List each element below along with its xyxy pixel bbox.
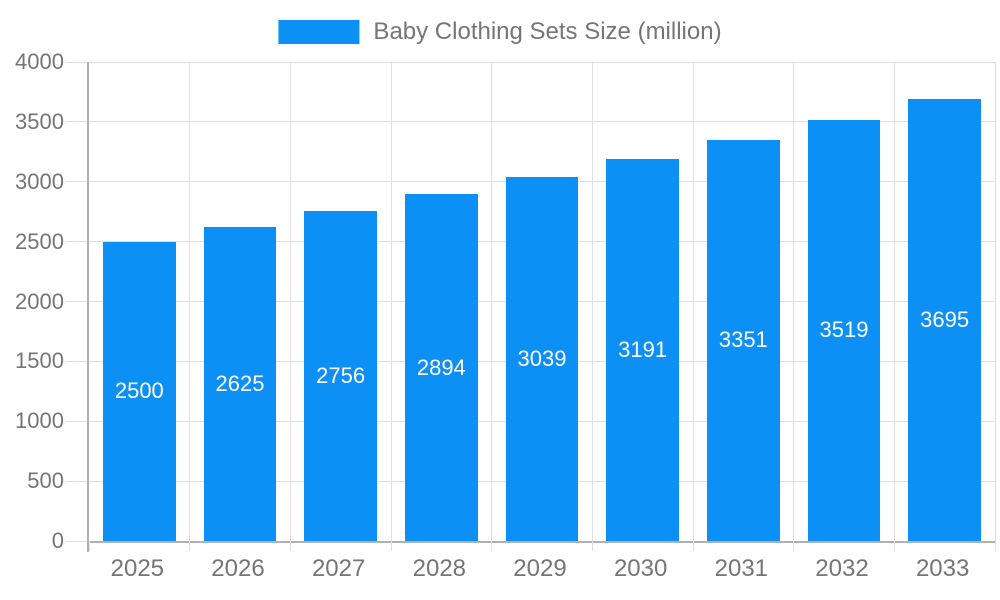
y-axis-labels: 0 500 1000 1500 2000 2500 3000 3500 4000	[0, 51, 64, 552]
h-gridline	[89, 121, 995, 123]
y-tick-label: 2000	[15, 288, 64, 314]
y-axis-tick	[65, 480, 87, 482]
h-gridline	[89, 61, 995, 63]
y-axis-tick	[65, 301, 87, 302]
v-gridline	[994, 62, 996, 541]
bar[interactable]	[304, 210, 377, 541]
x-axis-labels: 2025 2026 2027 2028 2029 2030 2031 2032 2033	[87, 556, 993, 586]
legend-swatch	[278, 20, 360, 44]
bar[interactable]	[908, 98, 981, 541]
y-tick-label: 1000	[15, 408, 64, 434]
bar[interactable]	[203, 226, 277, 541]
x-tick-label: 2028	[412, 555, 467, 582]
y-axis-tick	[65, 121, 87, 123]
bar-value-label: 3191	[618, 336, 668, 362]
bar[interactable]	[707, 139, 780, 541]
y-tick-label: 3000	[15, 168, 64, 194]
x-tick-label: 2033	[915, 555, 970, 582]
v-gridline	[893, 62, 895, 541]
bar[interactable]	[606, 158, 679, 541]
x-tick-label: 2025	[110, 555, 165, 582]
bar-value-label: 3351	[718, 327, 768, 353]
v-gridline	[692, 62, 694, 541]
x-tick-label: 2031	[714, 555, 769, 582]
x-axis-tick	[491, 541, 493, 551]
v-gridline	[289, 62, 291, 541]
y-tick-label: 500	[27, 468, 64, 494]
bar[interactable]	[505, 177, 579, 541]
x-tick-label: 2030	[613, 555, 668, 582]
x-axis-tick	[994, 541, 996, 551]
bar-value-label: 3039	[517, 346, 567, 372]
x-axis-tick	[793, 541, 795, 551]
y-axis-line-extension	[87, 541, 89, 552]
v-gridline	[390, 62, 392, 541]
y-tick-label: 3500	[15, 108, 64, 134]
y-axis-tick	[65, 360, 87, 362]
bar[interactable]	[807, 119, 881, 541]
v-gridline	[189, 62, 191, 541]
x-axis-tick	[289, 541, 291, 551]
bar-value-label: 2894	[416, 354, 466, 380]
y-axis-tick	[65, 241, 87, 243]
y-axis-tick	[65, 540, 87, 542]
x-tick-label: 2026	[211, 555, 265, 582]
x-axis-tick	[692, 541, 694, 551]
y-tick-label: 4000	[15, 49, 64, 74]
x-axis-tick	[893, 541, 895, 551]
x-axis-tick	[88, 541, 90, 551]
y-tick-label: 0	[51, 528, 64, 553]
x-tick-label: 2027	[311, 555, 366, 582]
bar-value-label: 2500	[114, 378, 164, 404]
y-axis-tick	[65, 61, 87, 63]
bar-value-label: 3695	[920, 306, 970, 332]
v-gridline	[793, 62, 795, 541]
v-gridline	[491, 62, 493, 541]
plot-area: 2500 2625 2756 2894 3039 3191 3351 3519 3695	[65, 61, 996, 552]
bar[interactable]	[103, 241, 176, 541]
y-axis-tick	[65, 181, 87, 183]
x-tick-label: 2029	[513, 555, 567, 582]
y-axis-tick	[65, 420, 87, 422]
x-axis-tick	[591, 541, 593, 551]
legend-item[interactable]: Baby Clothing Sets Size (million)	[278, 18, 722, 46]
x-axis-tick	[189, 541, 191, 551]
v-gridline	[591, 62, 593, 541]
x-tick-label: 2032	[815, 555, 869, 582]
bar[interactable]	[405, 194, 478, 541]
x-axis-tick	[390, 541, 392, 551]
bar-value-label: 2625	[215, 370, 265, 396]
y-tick-label: 1500	[15, 348, 64, 374]
bar-value-label: 3519	[819, 317, 869, 343]
bar-value-label: 2756	[316, 362, 366, 388]
legend-label: Baby Clothing Sets Size (million)	[373, 18, 722, 45]
y-tick-label: 2500	[15, 228, 64, 254]
